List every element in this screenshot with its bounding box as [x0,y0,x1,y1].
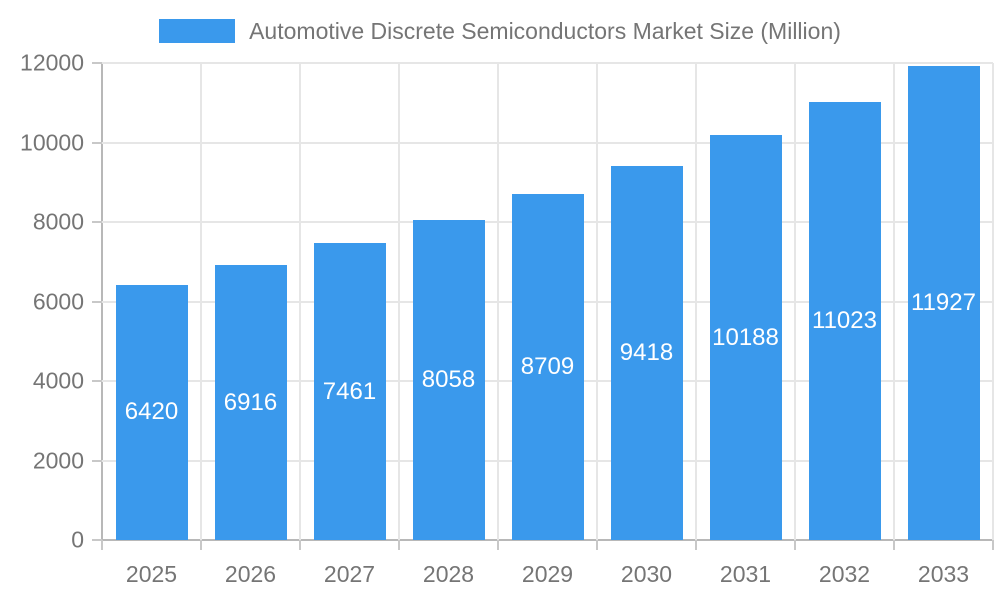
y-axis-tick [92,141,102,144]
legend-item[interactable]: Automotive Discrete Semiconductors Marke… [0,16,1000,46]
gridline-vertical [893,63,895,540]
gridline-vertical [596,63,598,540]
bar-value-label: 11927 [911,288,976,316]
bar-value-label: 7461 [322,377,377,405]
x-axis-label: 2033 [917,561,970,587]
x-axis-label: 2028 [422,561,475,587]
x-axis-tick [200,540,202,550]
x-axis-tick [893,540,895,550]
y-axis-tick [92,459,102,462]
y-axis-label: 6000 [32,288,84,314]
bar-value-label: 10188 [712,323,779,351]
y-axis-label: 12000 [20,49,84,76]
gridline-vertical [497,63,499,540]
bar-2027[interactable]: 7461 [313,243,386,540]
y-axis-tick [92,221,102,223]
y-axis-label: 2000 [32,447,84,473]
y-axis-tick [92,62,102,64]
bar-2028[interactable]: 8058 [412,219,485,540]
x-axis-tick [101,540,103,550]
bar-2033[interactable]: 11927 [907,65,980,540]
bar-value-label: 8058 [421,365,476,393]
legend-swatch [159,19,236,43]
x-axis-label: 2031 [719,561,772,587]
x-axis-tick [794,540,796,550]
x-axis-label: 2026 [224,561,277,587]
x-axis-tick [992,540,994,550]
plot-area: 0 2000 4000 6000 8000 10000 12000 6420 2025 6916 2… [20,51,994,587]
x-axis-tick [695,540,697,550]
x-axis-tick [497,540,499,550]
x-axis-tick [398,540,400,550]
gridline-vertical [695,63,697,540]
y-axis-tick [92,380,102,382]
x-axis-label: 2030 [620,561,673,587]
legend-label: Automotive Discrete Semiconductors Marke… [249,17,841,44]
bar-value-label: 9418 [619,338,674,366]
x-axis-label: 2025 [125,561,178,587]
x-axis-line [101,539,994,541]
gridline-horizontal [102,141,993,144]
y-axis-label: 4000 [32,367,84,394]
y-axis-label: 10000 [20,129,84,155]
x-axis-label: 2032 [818,561,871,587]
bar-value-label: 6916 [223,388,278,416]
x-axis-label: 2027 [323,561,376,587]
y-axis-tick [92,300,102,303]
bar-2031[interactable]: 10188 [709,135,782,540]
x-axis-label: 2029 [521,561,574,587]
bar-value-label: 11023 [812,306,877,334]
y-axis-label: 0 [71,526,84,553]
gridline-vertical [794,63,796,540]
bar-2032[interactable]: 11023 [808,101,881,540]
bar-value-label: 6420 [124,398,179,426]
bar-2026[interactable]: 6916 [214,265,287,540]
x-axis-tick [596,540,598,550]
x-axis-tick [299,540,301,550]
y-axis-tick [92,539,102,541]
bar-2025[interactable]: 6420 [115,284,188,540]
gridline-vertical [299,63,301,540]
y-axis-label: 8000 [32,208,84,235]
bar-2030[interactable]: 9418 [610,165,683,540]
gridline-vertical [398,63,400,540]
bar-value-label: 8709 [520,352,575,380]
gridline-vertical [992,63,994,540]
bar-2029[interactable]: 8709 [511,193,584,540]
gridline-horizontal [102,62,993,64]
gridline-vertical [200,63,202,540]
